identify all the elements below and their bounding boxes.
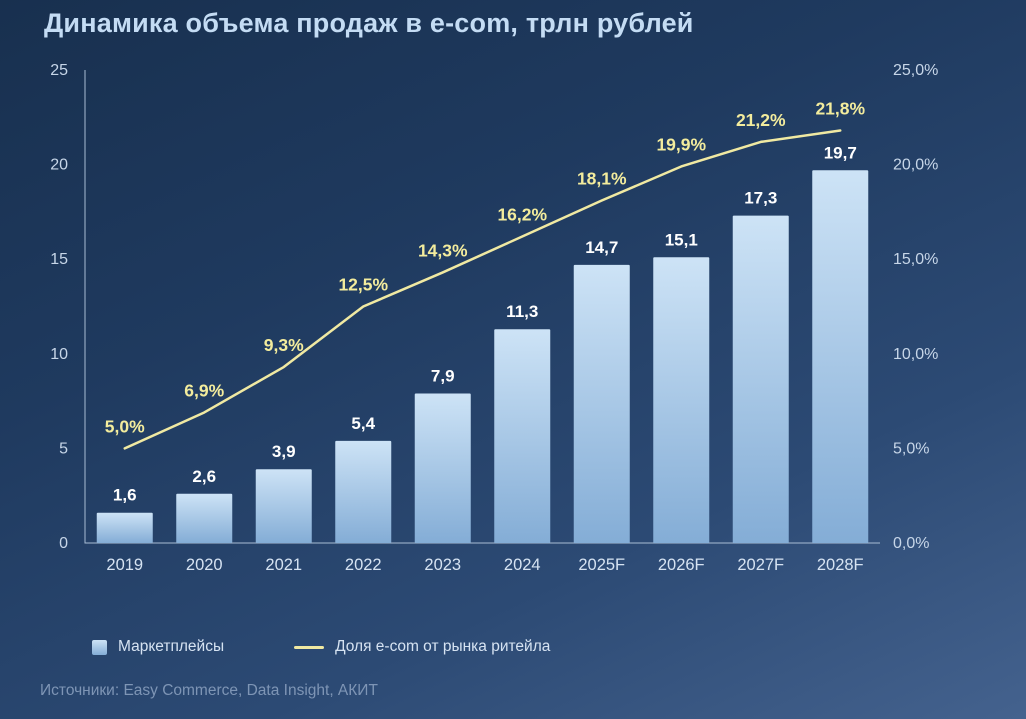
bar-2025F xyxy=(573,264,630,543)
sales-dynamics-chart: 0 5 10 15 20 25 0,0% 5,0% 10,0% 15,0% 20,0% 25,0% 1,… xyxy=(50,62,938,574)
x-axis-label: 2028F xyxy=(817,556,864,574)
chart-title: Динамика объема продаж в e-com, трлн руб… xyxy=(44,8,694,38)
bar-value-label: 3,9 xyxy=(272,442,296,461)
x-axis-label: 2021 xyxy=(265,556,302,574)
x-axis-label: 2027F xyxy=(737,556,784,574)
sources-note: Источники: Easy Commerce, Data Insight, … xyxy=(40,682,378,699)
right-axis-tick-label: 25,0% xyxy=(893,62,938,79)
legend-label-ecom-share: Доля e-com от рынка ритейла xyxy=(335,638,551,655)
line-value-label: 12,5% xyxy=(338,275,388,295)
bar-value-label: 17,3 xyxy=(744,189,777,208)
line-value-label: 21,8% xyxy=(815,99,865,119)
bar-series-swatch-icon xyxy=(92,639,107,655)
bar-value-label: 2,6 xyxy=(192,467,216,486)
bar-2021 xyxy=(255,469,312,543)
left-axis-tick-label: 5 xyxy=(59,440,68,457)
x-axis-label: 2022 xyxy=(345,556,382,574)
bar-value-label: 19,7 xyxy=(824,143,857,162)
right-axis-tick-label: 20,0% xyxy=(893,157,938,174)
bar-2020 xyxy=(176,493,233,543)
left-axis-tick-label: 15 xyxy=(50,251,68,268)
legend-item-ecom-share: Доля e-com от рынка ритейла xyxy=(294,638,550,656)
bar-2022 xyxy=(335,440,392,543)
line-value-label: 18,1% xyxy=(577,169,627,189)
line-value-label: 9,3% xyxy=(264,335,304,355)
line-value-label: 21,2% xyxy=(736,110,786,130)
bar-2026F xyxy=(653,257,710,543)
line-value-label: 16,2% xyxy=(497,204,547,224)
x-axis-label: 2026F xyxy=(658,556,705,574)
bar-value-label: 1,6 xyxy=(113,486,137,505)
left-axis-tick-label: 0 xyxy=(59,535,68,552)
legend-label-marketplaces: Маркетплейсы xyxy=(118,638,225,655)
bar-2028F xyxy=(812,170,869,543)
line-value-label: 6,9% xyxy=(184,380,224,400)
line-value-label: 14,3% xyxy=(418,240,468,260)
line-series-swatch-icon xyxy=(294,645,325,649)
legend-item-marketplaces: Маркетплейсы xyxy=(92,638,224,656)
right-axis-tick-label: 0,0% xyxy=(893,535,929,552)
left-axis-tick-label: 25 xyxy=(50,62,68,79)
x-axis-label: 2019 xyxy=(106,556,143,574)
right-axis-tick-label: 5,0% xyxy=(893,440,929,457)
legend: Маркетплейсы Доля e-com от рынка ритейла xyxy=(92,638,550,656)
left-axis-tick-label: 10 xyxy=(50,346,68,363)
bar-2024 xyxy=(494,329,551,543)
right-axis-tick-label: 10,0% xyxy=(893,346,938,363)
ecom-share-line xyxy=(123,129,842,450)
x-axis-label: 2020 xyxy=(186,556,223,574)
left-axis-tick-label: 20 xyxy=(50,157,68,174)
x-axis-label: 2023 xyxy=(424,556,461,574)
bar-value-label: 5,4 xyxy=(351,414,375,433)
line-value-label: 5,0% xyxy=(105,416,145,436)
line-value-label: 19,9% xyxy=(656,134,706,154)
bar-value-label: 15,1 xyxy=(665,230,698,249)
x-axis-label: 2024 xyxy=(504,556,541,574)
bar-value-label: 14,7 xyxy=(585,238,618,257)
bar-value-label: 7,9 xyxy=(431,367,455,386)
bar-2027F xyxy=(732,215,789,543)
right-axis-tick-label: 15,0% xyxy=(893,251,938,268)
bar-value-label: 11,3 xyxy=(506,302,538,321)
bar-2023 xyxy=(414,393,471,543)
bar-2019 xyxy=(96,512,153,543)
x-axis-label: 2025F xyxy=(578,556,625,574)
